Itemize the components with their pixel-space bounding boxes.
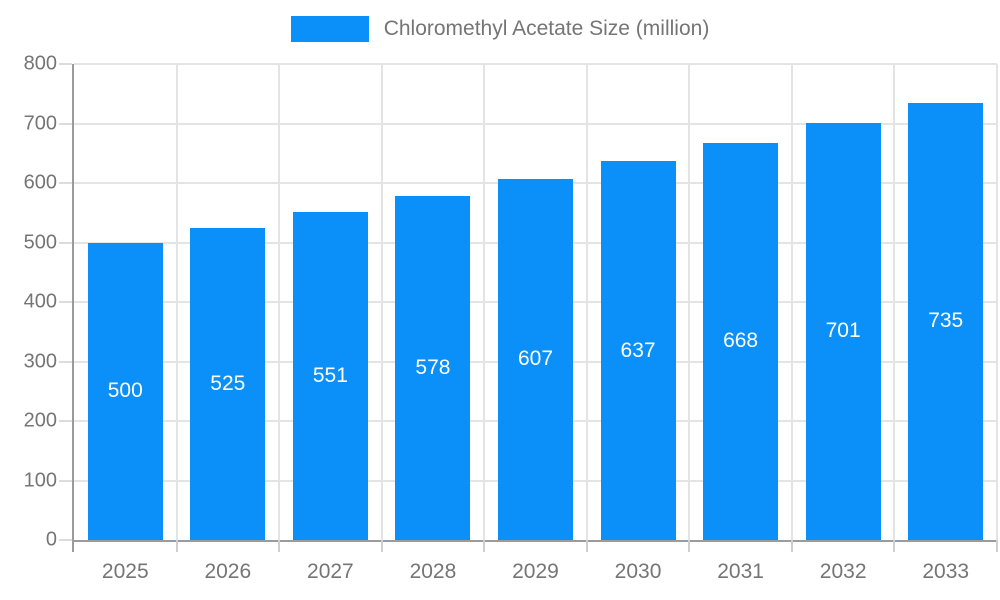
x-axis-label-2025: 2025 [101, 560, 149, 583]
y-tick-800 [59, 63, 72, 65]
bar-2033[interactable]: 735 [908, 102, 984, 540]
y-axis-label: 100 [23, 469, 57, 491]
x-axis-label-2029: 2029 [512, 560, 559, 583]
gridline-v-3 [380, 64, 383, 540]
plot-area: 0 100 200 300 400 500 600 700 800 500 2025 525 2026 5… [24, 53, 998, 583]
bar-2025[interactable]: 500 [87, 242, 163, 540]
gridline-v-9 [996, 64, 998, 540]
y-axis-label: 200 [23, 409, 57, 432]
bar-2027[interactable]: 551 [292, 212, 368, 540]
x-tick-4 [483, 540, 486, 552]
bar-2029[interactable]: 607 [498, 178, 573, 540]
bar-value-label: 578 [415, 356, 451, 380]
bar-value-label: 551 [312, 364, 348, 388]
bar-2032[interactable]: 701 [805, 122, 881, 540]
bar-value-label: 735 [928, 309, 964, 333]
x-axis-label-2032: 2032 [819, 560, 867, 583]
x-axis-label-2031: 2031 [717, 560, 764, 583]
bar-value-label: 500 [107, 379, 143, 403]
bar-value-label: 525 [210, 371, 246, 395]
x-tick-6 [688, 540, 691, 552]
bar-value-label: 607 [517, 347, 554, 371]
legend-swatch [290, 16, 369, 42]
x-axis-label-2033: 2033 [922, 560, 970, 583]
x-tick-3 [380, 540, 383, 552]
gridline-v-1 [175, 64, 178, 540]
y-tick-100 [59, 479, 72, 482]
gridline-v-2 [278, 64, 281, 540]
x-tick-7 [790, 540, 793, 552]
x-tick-2 [278, 540, 281, 552]
gridline-v-5 [585, 64, 588, 540]
y-axis-label: 500 [23, 231, 57, 253]
gridline-h-800 [74, 63, 997, 65]
x-tick-8 [893, 540, 896, 552]
bar-2031[interactable]: 668 [703, 142, 779, 540]
bar-2030[interactable]: 637 [600, 161, 676, 540]
y-tick-300 [59, 360, 72, 363]
y-tick-700 [59, 122, 72, 125]
y-axis-label: 600 [23, 171, 57, 194]
x-tick-1 [175, 540, 178, 552]
gridline-v-7 [790, 64, 793, 540]
bar-value-label: 637 [620, 338, 656, 362]
y-axis-label: 300 [23, 350, 57, 372]
x-axis-label-2028: 2028 [409, 560, 457, 583]
y-axis-label: 700 [23, 112, 57, 134]
x-axis-label-2030: 2030 [614, 560, 662, 583]
x-axis-label-2026: 2026 [204, 560, 252, 583]
bar-value-label: 668 [723, 329, 759, 353]
gridline-v-4 [483, 64, 486, 540]
gridline-h-700 [74, 122, 997, 125]
y-axis-label: 800 [23, 52, 57, 75]
legend-item[interactable]: Chloromethyl Acetate Size (million) [0, 16, 1000, 42]
x-tick-9 [996, 540, 998, 552]
bar-value-label: 701 [825, 319, 861, 343]
bar-2028[interactable]: 578 [395, 196, 471, 540]
y-axis-label: 400 [23, 290, 57, 313]
gridline-v-8 [893, 64, 896, 540]
y-tick-600 [59, 182, 72, 184]
y-tick-200 [59, 420, 72, 422]
x-tick-5 [585, 540, 588, 552]
gridline-v-6 [688, 64, 691, 540]
bar-2026[interactable]: 525 [190, 227, 266, 540]
y-tick-400 [59, 301, 72, 303]
y-tick-0 [59, 539, 72, 541]
legend-label: Chloromethyl Acetate Size (million) [383, 17, 710, 40]
y-tick-500 [59, 241, 72, 244]
x-axis-label-2027: 2027 [307, 560, 354, 583]
y-axis-label: 0 [45, 528, 57, 551]
x-axis-stub [72, 540, 74, 552]
